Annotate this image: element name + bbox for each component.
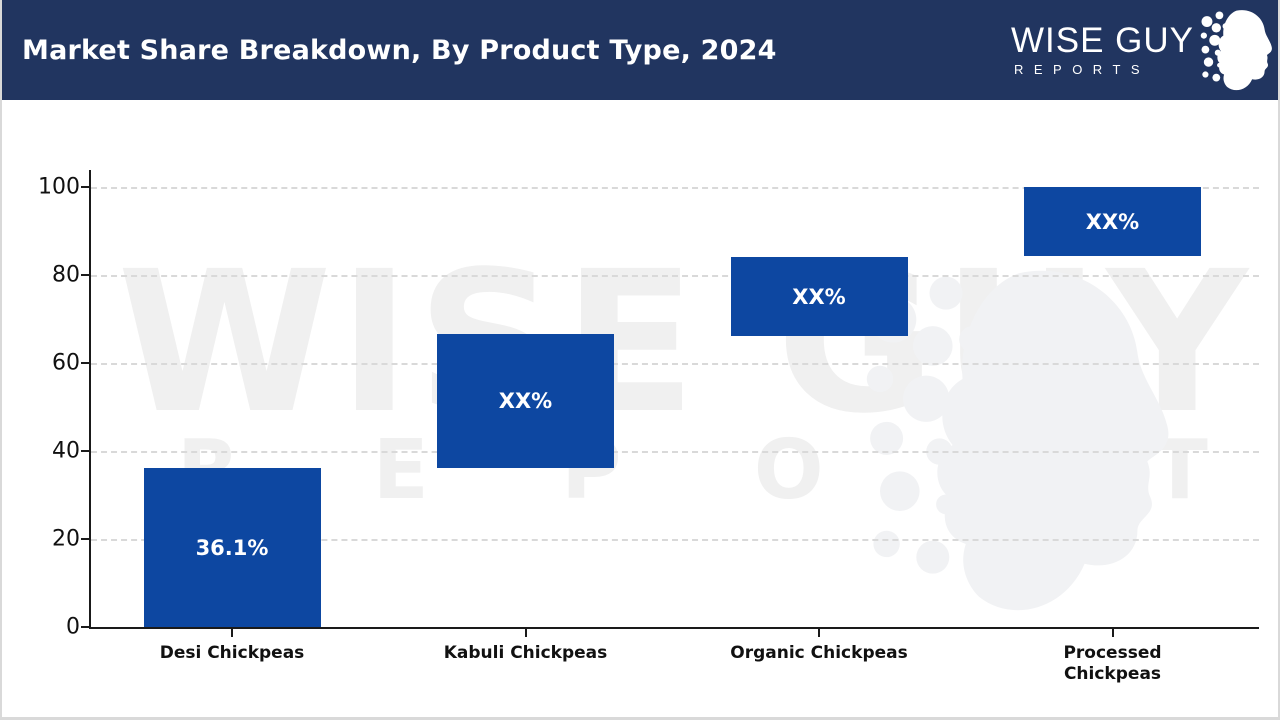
bar-kabuli-chickpeas: XX%: [437, 333, 614, 469]
gridline: [91, 187, 1259, 189]
y-tick-label: 40: [52, 438, 80, 464]
y-tick-mark: [81, 274, 89, 276]
bar-processed-chickpeas: XX%: [1024, 187, 1201, 257]
page-title: Market Share Breakdown, By Product Type,…: [22, 34, 777, 66]
bar-value-label: XX%: [1085, 209, 1140, 234]
y-tick-mark: [81, 362, 89, 364]
y-tick-label: 100: [38, 174, 80, 200]
y-tick-mark: [81, 450, 89, 452]
x-category-label: Processed Chickpeas: [1063, 643, 1162, 685]
x-axis-line: [89, 627, 1259, 629]
y-tick-label: 60: [52, 350, 80, 376]
x-category-label: Kabuli Chickpeas: [443, 643, 608, 663]
bar-value-label: XX%: [792, 284, 846, 309]
bar-organic-chickpeas: XX%: [730, 256, 908, 337]
wise-guy-logo: WISE GUY REPORTS: [1011, 6, 1274, 94]
bar-value-label: 36.1%: [195, 535, 269, 560]
x-category-label: Organic Chickpeas: [730, 643, 908, 663]
logo-wordmark: WISE GUY: [1010, 21, 1194, 60]
gridline: [91, 275, 1259, 277]
gridline: [91, 451, 1259, 453]
x-tick-mark: [524, 629, 527, 637]
header: Market Share Breakdown, By Product Type,…: [2, 0, 1278, 100]
logo-face-icon: [1200, 10, 1272, 91]
x-tick-mark: [818, 629, 820, 637]
y-tick-mark: [81, 626, 89, 628]
y-tick-label: 0: [66, 614, 80, 640]
x-tick-mark: [1111, 629, 1114, 637]
y-tick-mark: [81, 538, 89, 540]
y-tick-mark: [81, 186, 89, 188]
gridline: [91, 539, 1259, 541]
bar-desi-chickpeas: 36.1%: [143, 468, 321, 627]
logo-subtitle: REPORTS: [1013, 62, 1151, 77]
logo-text: WISE GUY REPORTS: [1011, 23, 1194, 77]
y-tick-label: 80: [52, 262, 80, 288]
gridline: [91, 363, 1259, 365]
y-tick-label: 20: [52, 526, 80, 552]
y-axis-line: [89, 170, 91, 629]
bar-value-label: XX%: [498, 389, 553, 414]
x-tick-mark: [231, 629, 233, 637]
x-category-label: Desi Chickpeas: [159, 643, 305, 663]
